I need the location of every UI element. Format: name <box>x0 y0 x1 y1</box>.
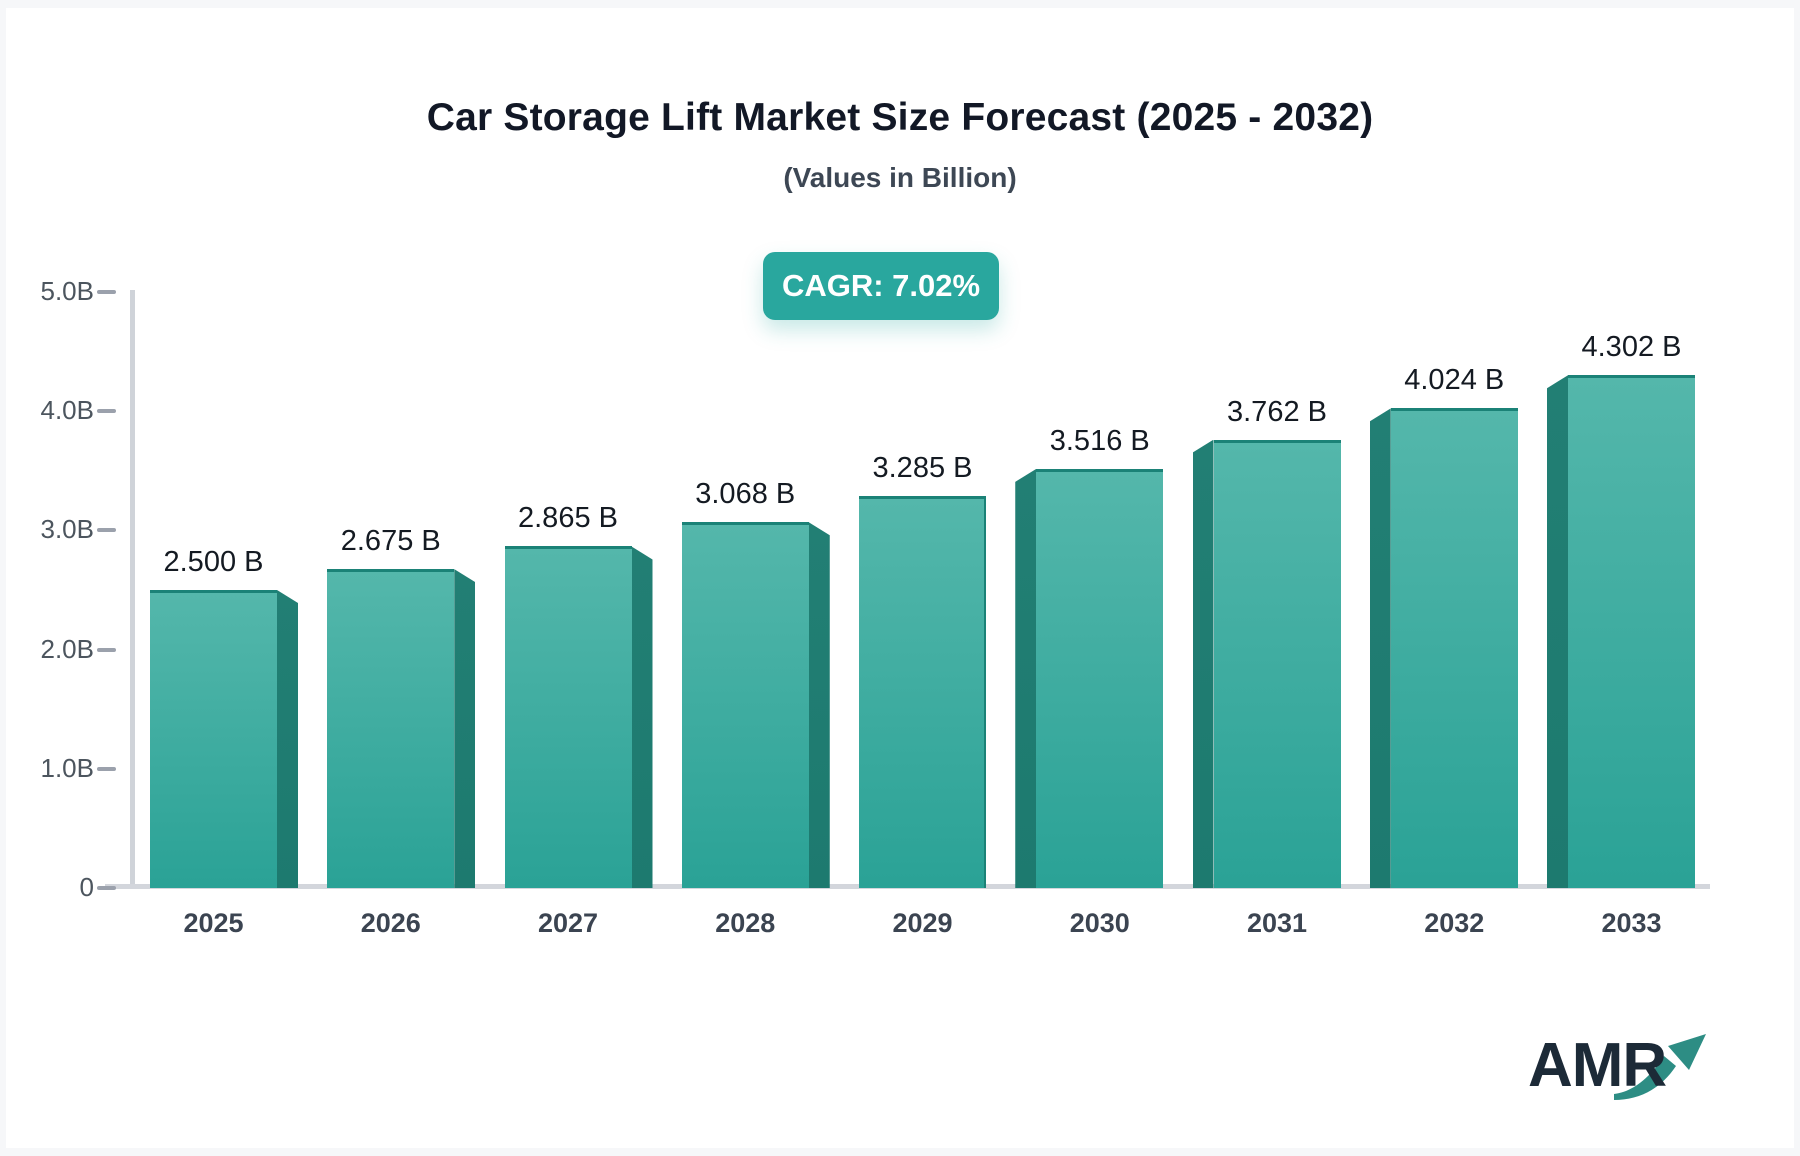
chart-title: Car Storage Lift Market Size Forecast (2… <box>426 96 1374 139</box>
y-tick-mark <box>97 528 116 533</box>
y-tick-label: 4.0B <box>40 395 95 426</box>
y-tick-mark <box>97 886 116 890</box>
x-tick-label: 2025 <box>183 908 244 938</box>
y-tick-label: 0 <box>79 872 94 902</box>
bar-side-face <box>454 569 476 888</box>
x-tick-label: 2031 <box>1246 908 1308 938</box>
bar-side-face <box>277 590 298 888</box>
x-tick-label: 2032 <box>1424 908 1485 938</box>
y-axis-line <box>130 290 135 888</box>
bar-2030[interactable] <box>1036 468 1164 888</box>
y-tick-mark <box>97 647 116 652</box>
y-tick-mark <box>97 766 116 771</box>
bar-2033[interactable] <box>1568 375 1695 888</box>
x-tick-label: 2028 <box>715 908 776 938</box>
bar-value-label: 3.285 B <box>872 452 973 485</box>
y-tick-label: 1.0B <box>40 752 95 783</box>
logo-text: AMR <box>1528 1031 1667 1100</box>
bar-value-label: 2.865 B <box>518 502 618 535</box>
bar-value-label: 3.762 B <box>1227 395 1327 428</box>
bar-2032[interactable] <box>1390 408 1518 888</box>
bar-side-face <box>808 522 830 888</box>
x-tick-label: 2030 <box>1069 908 1130 938</box>
bar-side-face <box>1192 439 1214 888</box>
y-tick-mark <box>97 409 116 414</box>
bar-side-face <box>1015 468 1037 888</box>
bar-2025[interactable] <box>150 590 277 888</box>
bar-value-label: 2.675 B <box>340 525 441 558</box>
amr-logo: AMR <box>1528 1022 1718 1112</box>
bar-value-label: 3.068 B <box>695 478 796 511</box>
bar-2027[interactable] <box>504 546 632 888</box>
y-tick-label: 5.0B <box>40 276 95 306</box>
bar-value-label: 2.500 B <box>163 546 264 578</box>
bar-2031[interactable] <box>1213 439 1341 888</box>
bar-side-face <box>1547 375 1568 888</box>
y-tick-label: 2.0B <box>40 633 95 664</box>
bar-side-face <box>631 546 653 888</box>
x-tick-label: 2029 <box>892 908 953 938</box>
x-tick-label: 2033 <box>1601 908 1662 938</box>
cagr-badge: CAGR: 7.02% <box>763 252 999 320</box>
x-tick-label: 2027 <box>537 908 599 938</box>
growth-arrow-icon <box>1614 1034 1706 1100</box>
bar-2026[interactable] <box>327 569 455 888</box>
bar-2029[interactable] <box>859 496 986 888</box>
bar-2028[interactable] <box>681 522 809 888</box>
bar-side-face <box>1369 408 1391 888</box>
y-tick-mark <box>97 290 116 294</box>
bar-value-label: 3.516 B <box>1049 424 1150 457</box>
y-tick-label: 3.0B <box>40 514 95 545</box>
bar-value-label: 4.024 B <box>1404 364 1505 397</box>
chart-subtitle: (Values in Billion) <box>783 162 1017 193</box>
x-tick-label: 2026 <box>360 908 421 938</box>
bar-value-label: 4.302 B <box>1581 331 1682 364</box>
